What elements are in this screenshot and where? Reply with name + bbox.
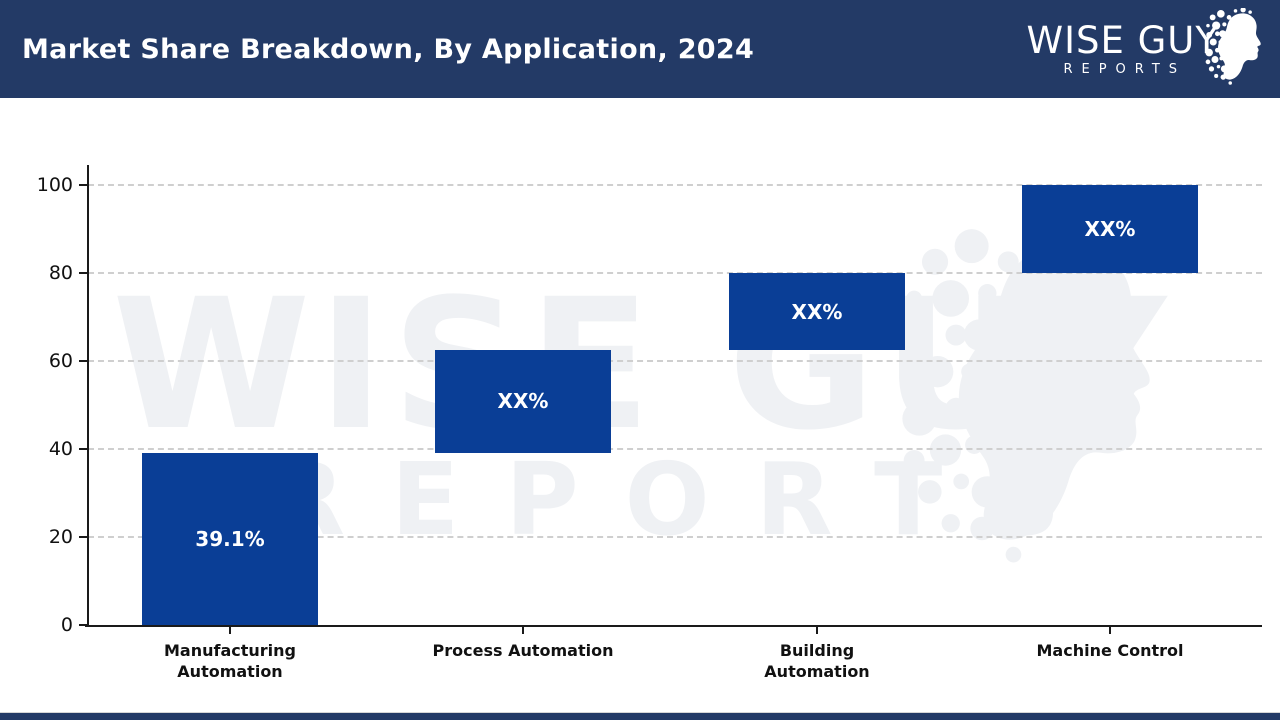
x-category-label: Process Automation — [432, 641, 614, 660]
y-tick-60 — [79, 360, 87, 362]
x-category-label: Building Automation — [764, 641, 870, 681]
bar-segment: XX% — [1022, 185, 1198, 273]
logo-name: WISE GUY — [1026, 18, 1219, 62]
gridline-40 — [88, 448, 1262, 450]
y-tick-40 — [79, 448, 87, 450]
y-tick-label-0: 0 — [60, 614, 73, 636]
y-tick-label-100: 100 — [36, 174, 73, 196]
y-tick-20 — [79, 536, 87, 538]
watermark-head-icon — [893, 220, 1181, 586]
y-tick-label-80: 80 — [48, 262, 73, 284]
y-tick-0 — [79, 624, 87, 626]
gridline-80 — [88, 272, 1262, 274]
logo-head-icon — [1203, 8, 1268, 90]
gridline-100 — [88, 184, 1262, 186]
x-tick-2 — [816, 627, 818, 634]
wise-guy-logo: WISE GUY REPORTS — [1027, 0, 1268, 98]
y-tick-label-20: 20 — [48, 526, 73, 548]
waterfall-chart: WISE GUY REPORTS 0 20 40 60 80 100 39.1% Manufa… — [0, 98, 1280, 712]
bar-value-label: XX% — [497, 389, 549, 414]
bar-segment: XX% — [435, 350, 611, 453]
footer-bar — [0, 712, 1280, 720]
x-tick-3 — [1109, 627, 1111, 634]
y-axis-line — [87, 165, 89, 627]
bar-value-label: XX% — [791, 299, 843, 324]
logo-wordmark: WISE GUY REPORTS — [1027, 22, 1219, 77]
x-category-label: Machine Control — [1036, 641, 1184, 660]
y-tick-label-60: 60 — [48, 350, 73, 372]
bar-value-label: 39.1% — [195, 526, 265, 551]
x-axis-line — [85, 625, 1262, 627]
y-tick-100 — [79, 184, 87, 186]
x-category-label: Manufacturing Automation — [164, 641, 296, 681]
y-tick-80 — [79, 272, 87, 274]
bar-segment: XX% — [729, 273, 905, 350]
x-tick-0 — [229, 627, 231, 634]
chart-title: Market Share Breakdown, By Application, … — [22, 33, 755, 65]
logo-subname: REPORTS — [1063, 61, 1187, 77]
header-bar: Market Share Breakdown, By Application, … — [0, 0, 1280, 98]
y-tick-label-40: 40 — [48, 438, 73, 460]
gridline-60 — [88, 360, 1262, 362]
x-tick-1 — [522, 627, 524, 634]
gridline-20 — [88, 536, 1262, 538]
bar-segment: 39.1% — [142, 452, 318, 625]
bar-value-label: XX% — [1084, 217, 1136, 241]
